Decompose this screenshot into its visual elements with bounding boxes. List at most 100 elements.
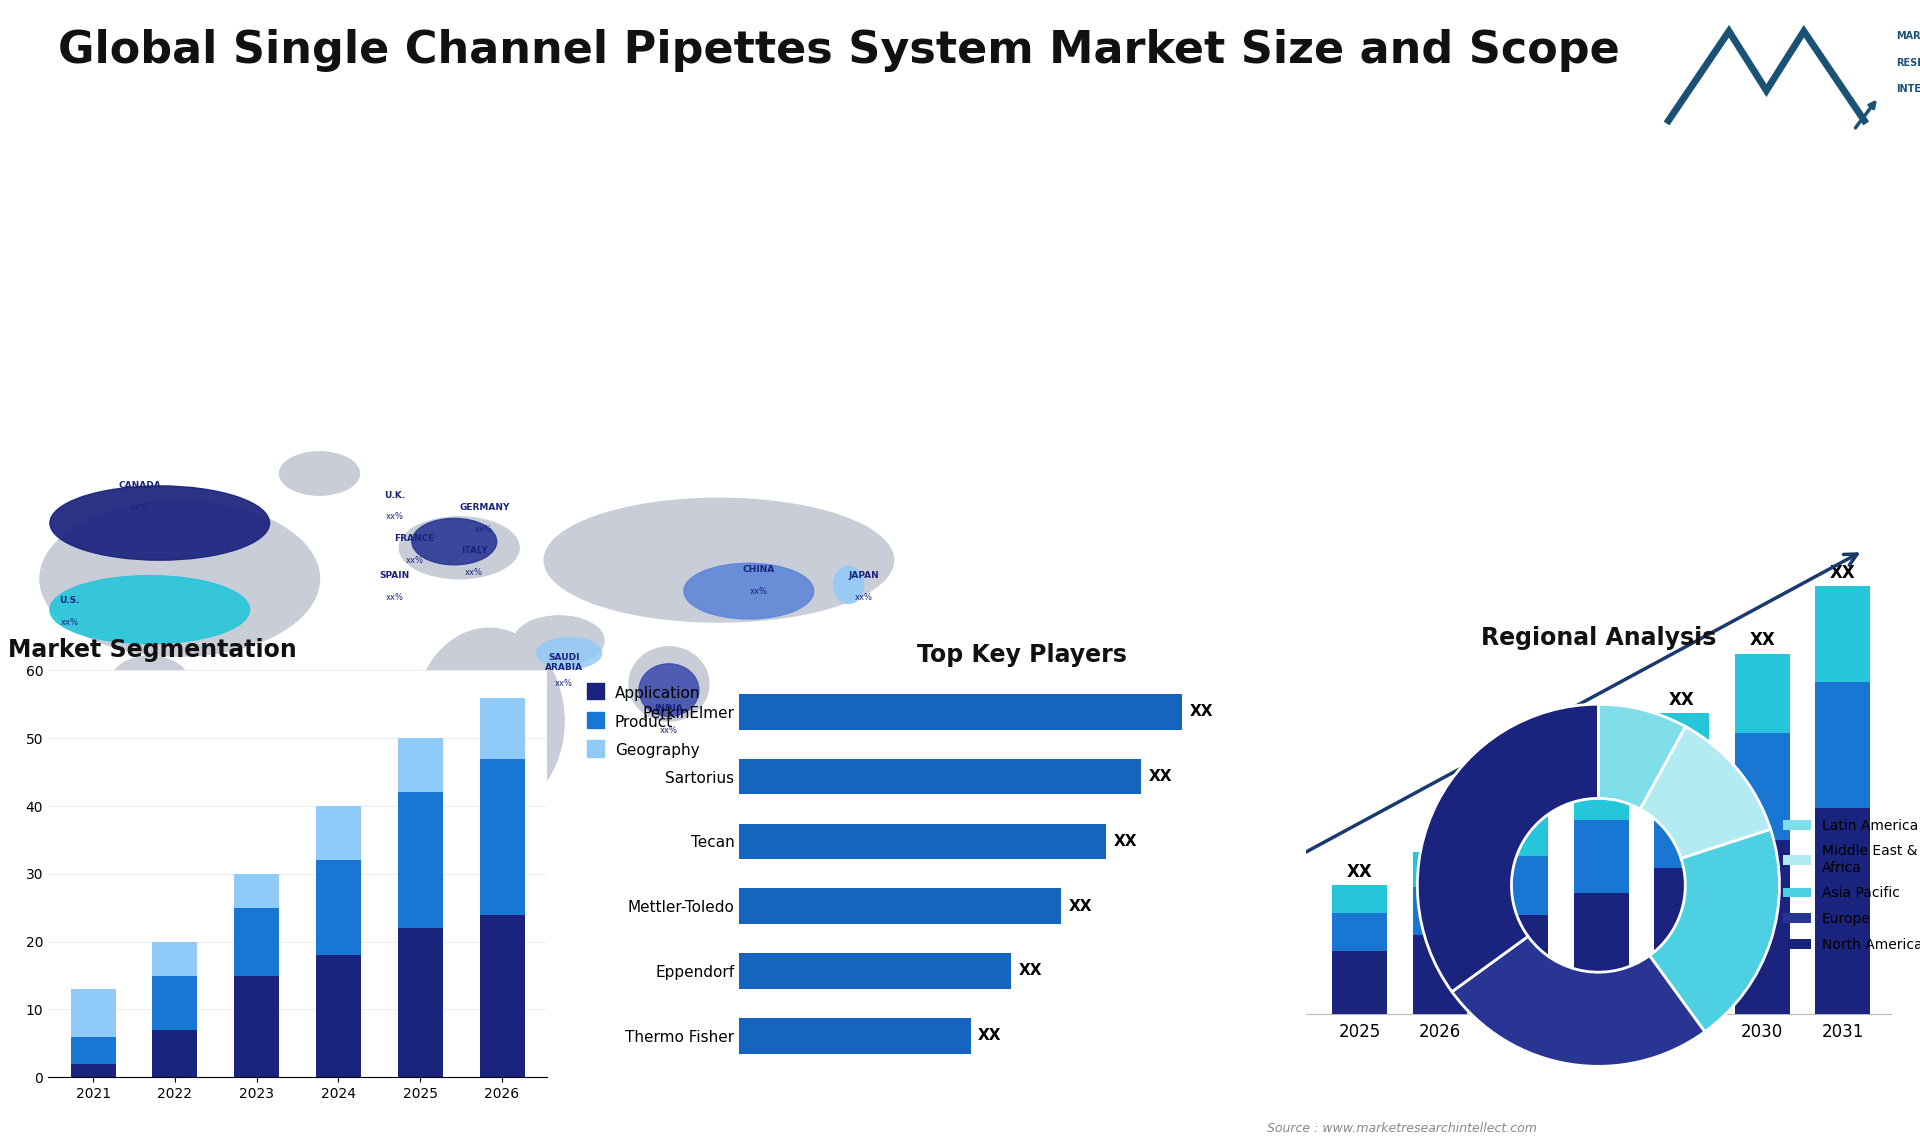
Bar <box>1413 887 1467 935</box>
Bar <box>1010 995 1064 1014</box>
Text: XX: XX <box>1507 790 1534 808</box>
Ellipse shape <box>543 499 893 622</box>
Bar <box>152 975 198 1030</box>
Text: XX: XX <box>1427 830 1453 848</box>
Bar <box>480 915 524 1077</box>
Text: xx%: xx% <box>490 831 509 840</box>
Text: XX: XX <box>1114 834 1137 849</box>
Ellipse shape <box>415 628 564 814</box>
Text: XX: XX <box>1104 936 1131 955</box>
Legend: Application, Product, Geography: Application, Product, Geography <box>580 678 708 766</box>
Bar <box>1252 965 1306 1014</box>
Ellipse shape <box>83 672 157 708</box>
Bar <box>1091 971 1144 987</box>
Text: xx%: xx% <box>386 592 403 602</box>
Text: XX: XX <box>1346 863 1373 881</box>
Bar <box>397 738 444 793</box>
Legend: Latin America, Middle East &
Africa, Asia Pacific, Europe, North America: Latin America, Middle East & Africa, Asi… <box>1778 813 1920 958</box>
Text: xx%: xx% <box>230 791 248 800</box>
Text: FRANCE: FRANCE <box>394 534 434 543</box>
Text: XX: XX <box>1023 952 1050 971</box>
Text: Source : www.marketresearchintellect.com: Source : www.marketresearchintellect.com <box>1267 1122 1536 1136</box>
Bar <box>480 759 524 915</box>
Text: XX: XX <box>1588 744 1615 762</box>
Ellipse shape <box>50 575 250 644</box>
Text: JAPAN: JAPAN <box>849 571 879 580</box>
Bar <box>739 824 1106 860</box>
Title: Top Key Players: Top Key Players <box>918 643 1127 667</box>
Text: RESEARCH: RESEARCH <box>1897 57 1920 68</box>
Text: SOUTH
AFRICA: SOUTH AFRICA <box>480 804 518 824</box>
Ellipse shape <box>833 566 864 604</box>
Text: xx%: xx% <box>751 587 768 596</box>
Text: xx%: xx% <box>77 701 94 711</box>
Text: CANADA: CANADA <box>119 481 161 490</box>
Text: MEXICO: MEXICO <box>65 680 106 689</box>
Bar <box>739 953 1010 989</box>
Text: XX: XX <box>1668 691 1695 709</box>
Text: INTELLECT: INTELLECT <box>1897 84 1920 94</box>
Text: Market Segmentation: Market Segmentation <box>8 637 298 661</box>
Text: xx%: xx% <box>555 680 572 689</box>
Text: CHINA: CHINA <box>743 565 776 574</box>
Text: XX: XX <box>1749 631 1776 650</box>
Text: xx%: xx% <box>386 512 403 521</box>
Bar <box>1091 987 1144 1014</box>
Text: XX: XX <box>1830 564 1857 582</box>
Text: xx%: xx% <box>660 725 678 735</box>
Wedge shape <box>1597 704 1686 809</box>
Bar <box>1252 916 1306 935</box>
Bar <box>1010 974 1064 982</box>
Text: xx%: xx% <box>177 915 194 924</box>
Wedge shape <box>1452 936 1705 1066</box>
Text: XX: XX <box>1188 705 1213 720</box>
Bar <box>1494 916 1548 1014</box>
Bar <box>397 928 444 1077</box>
Text: xx%: xx% <box>476 525 493 534</box>
Bar <box>317 956 361 1077</box>
Bar <box>234 908 278 975</box>
Bar <box>1332 886 1386 913</box>
Bar <box>1010 982 1064 995</box>
Bar <box>317 861 361 956</box>
Text: XX: XX <box>1018 964 1043 979</box>
Text: ARGENTINA: ARGENTINA <box>156 893 215 902</box>
Bar <box>1655 713 1709 778</box>
Ellipse shape <box>50 486 269 560</box>
Bar <box>1736 840 1789 1014</box>
Wedge shape <box>1640 727 1770 858</box>
Bar <box>739 694 1181 730</box>
Ellipse shape <box>280 452 359 495</box>
Ellipse shape <box>40 501 319 656</box>
Bar <box>739 1018 970 1053</box>
Text: XX: XX <box>1069 898 1092 913</box>
Bar <box>1332 913 1386 951</box>
Bar <box>1574 894 1628 1014</box>
Ellipse shape <box>175 764 284 839</box>
Text: XX: XX <box>977 1028 1002 1043</box>
Bar <box>71 1036 115 1063</box>
Text: INDIA: INDIA <box>655 704 684 713</box>
Ellipse shape <box>413 518 497 565</box>
Bar <box>1494 813 1548 856</box>
Text: xx%: xx% <box>854 592 872 602</box>
Bar <box>1413 851 1467 887</box>
Text: ITALY: ITALY <box>461 547 488 556</box>
Bar <box>1655 868 1709 1014</box>
Bar <box>1574 821 1628 894</box>
Text: XX: XX <box>1265 893 1292 911</box>
Bar <box>1736 654 1789 733</box>
Ellipse shape <box>639 664 699 716</box>
Text: BRAZIL: BRAZIL <box>221 769 257 778</box>
Bar <box>1171 939 1225 955</box>
Bar <box>1574 767 1628 821</box>
Ellipse shape <box>630 646 708 721</box>
Bar <box>1736 733 1789 840</box>
Bar <box>71 989 115 1036</box>
Text: Global Single Channel Pipettes System Market Size and Scope: Global Single Channel Pipettes System Ma… <box>58 29 1619 72</box>
Wedge shape <box>1417 704 1599 991</box>
Ellipse shape <box>515 615 605 666</box>
Bar <box>317 806 361 861</box>
Text: SPAIN: SPAIN <box>380 571 409 580</box>
Ellipse shape <box>134 721 284 894</box>
